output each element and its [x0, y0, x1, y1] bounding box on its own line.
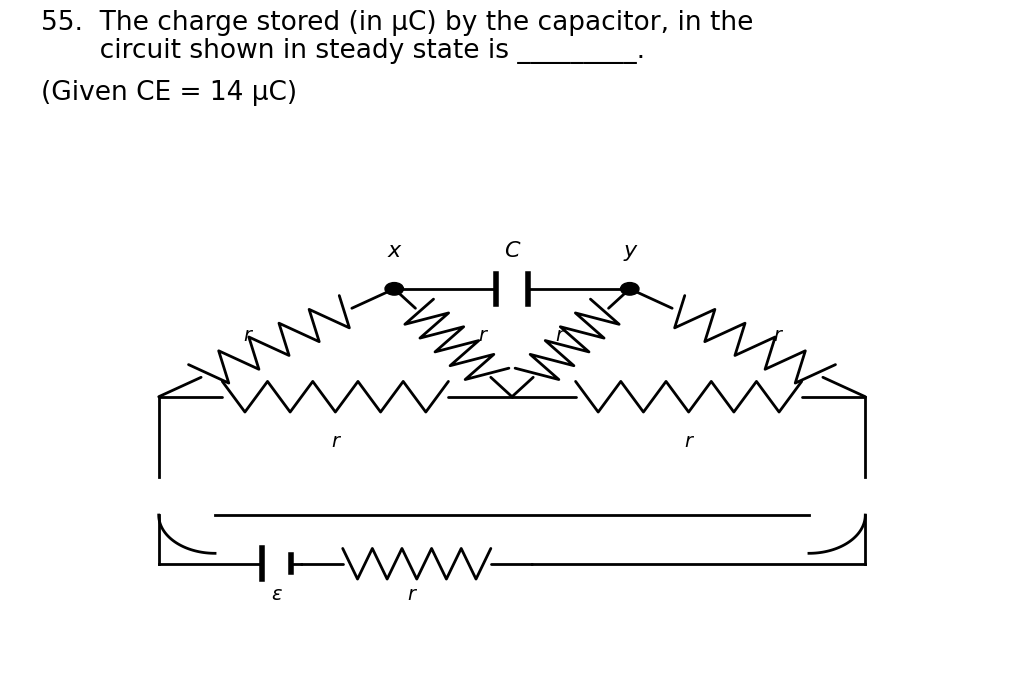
Circle shape: [621, 283, 639, 295]
Text: r: r: [408, 585, 416, 603]
Text: r: r: [685, 432, 692, 450]
Text: y: y: [624, 241, 636, 261]
Text: r: r: [555, 326, 563, 345]
Text: ε: ε: [271, 585, 282, 603]
Text: C: C: [504, 241, 520, 261]
Text: r: r: [479, 326, 486, 345]
Text: 55.  The charge stored (in μC) by the capacitor, in the: 55. The charge stored (in μC) by the cap…: [41, 10, 754, 36]
Text: x: x: [388, 241, 400, 261]
Circle shape: [385, 283, 403, 295]
Text: r: r: [773, 326, 781, 345]
Text: r: r: [243, 326, 251, 345]
Text: circuit shown in steady state is _________.: circuit shown in steady state is _______…: [41, 38, 645, 64]
Text: (Given CE = 14 μC): (Given CE = 14 μC): [41, 80, 297, 106]
Text: r: r: [332, 432, 339, 450]
